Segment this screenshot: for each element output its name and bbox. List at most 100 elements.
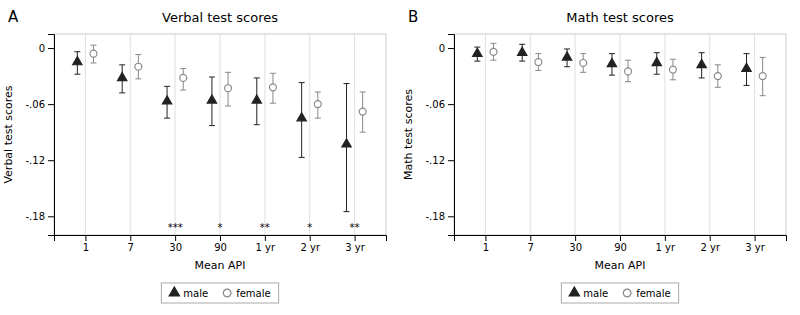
plot-frame [54,34,386,235]
tick-label: -.06 [25,99,45,110]
point [669,66,676,73]
error-cap [225,105,231,106]
tick-mark [310,235,311,241]
x-tick: 1 [483,235,489,253]
tick-mark [448,48,454,49]
tick-label: -.06 [425,99,445,110]
axis-line [55,236,387,242]
error-cap [135,78,141,79]
point [697,59,706,67]
error-cap [535,70,541,71]
x-tick: 1 yr [656,235,676,253]
error-cap [535,53,541,54]
point [652,58,661,66]
grid-line [130,34,131,235]
tick-mark [355,235,356,241]
x-tick: 1 [83,235,89,253]
legend: malefemale [161,283,278,303]
tick-label: 90 [614,242,627,253]
y-tick: -.12 [25,155,54,166]
point [359,108,366,115]
error-cap [625,81,631,82]
error-cap [670,59,676,60]
tick-label: 2 yr [300,242,320,253]
error-cap [225,72,231,73]
point [759,73,766,80]
series [490,43,766,95]
x-tick: 7 [128,235,134,253]
grid-line [220,34,221,235]
error-cap [490,43,496,44]
x-axis-title: Mean API [195,259,246,272]
y-tick: 0 [439,43,454,54]
tick-label: 1 [483,242,489,253]
tick-label: 7 [128,242,134,253]
tick-label: 30 [569,242,582,253]
x-axis: 1730901 yr2 yr3 yr [55,235,387,253]
tick-mark [665,235,666,241]
tick-label: 1 yr [656,242,676,253]
x-tick: 30 [169,235,182,253]
title: Math test scores [566,10,674,25]
x-tick: 2 yr [700,235,720,253]
tick-label: -.18 [25,211,45,222]
grid-line [709,34,710,235]
title: Verbal test scores [162,10,278,25]
panel: 0-.06-.12-.181730901 yr2 yr3 yrMath test… [402,8,787,303]
error-cap [344,211,350,212]
error-cap [474,61,480,62]
x-tick: 30 [569,235,582,253]
legend-item: male [169,287,208,298]
tick-label: -.12 [425,155,445,166]
panel: 0-.06-.12-.181730901 yr2 yr3 yr*********… [2,8,387,303]
tick-mark [48,104,54,105]
point [225,85,232,92]
error-cap [609,75,615,76]
point [742,63,751,71]
y-axis: 0 -.06 -.12 -.18 [25,35,54,236]
tick-mark [220,235,221,241]
series [90,45,366,132]
error-cap [164,86,170,87]
point [135,63,142,70]
y-tick: -.12 [425,155,454,166]
grid [485,34,754,235]
error-cap [90,45,96,46]
error-cap [119,92,125,93]
legend-symbol [569,287,579,296]
error-cap [209,125,215,126]
y-tick: -.06 [25,99,54,110]
chart-svg: 0-.06-.12-.181730901 yr2 yr3 yr*********… [0,0,800,315]
legend-frame [561,283,678,303]
axis-line [455,236,787,242]
tick-label: 7 [528,242,534,253]
grid-line [575,34,576,235]
tick-label: 3 yr [345,242,365,253]
error-cap [74,74,80,75]
x-tick: 3 yr [745,235,765,253]
tick-label: 1 yr [256,242,276,253]
error-cap [564,66,570,67]
error-cap [90,62,96,63]
error-cap [344,83,350,84]
point [342,139,351,147]
point [73,57,82,65]
y-tick: 0 [39,43,54,54]
tick-label: 0 [439,43,445,54]
error-cap [299,82,305,83]
point [535,59,542,66]
error-cap [760,95,766,96]
tick-mark [620,235,621,241]
x-tick: 2 yr [300,235,320,253]
error-cap [519,44,525,45]
tick-label: 0 [39,43,45,54]
grid-line [620,34,621,235]
error-cap [299,157,305,158]
legend-symbol [223,289,231,297]
grid [85,34,354,235]
error-cap [119,64,125,65]
grid-line [485,34,486,235]
y-tick: -.18 [25,211,54,222]
tick-mark [448,104,454,105]
error-cap [580,53,586,54]
